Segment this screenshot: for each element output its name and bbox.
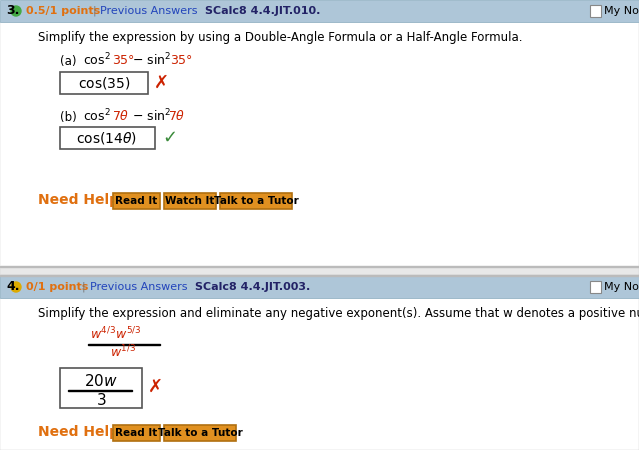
Text: 4.: 4. [6, 280, 20, 293]
Text: $\mathrm{cos}(35)$: $\mathrm{cos}(35)$ [78, 75, 130, 91]
Bar [0, 298, 639, 450]
Text: Previous Answers: Previous Answers [90, 282, 187, 292]
Text: Talk to a Tutor: Talk to a Tutor [213, 196, 298, 206]
Text: Simplify the expression and eliminate any negative exponent(s). Assume that w de: Simplify the expression and eliminate an… [38, 307, 639, 320]
Bar [0, 275, 639, 276]
Text: |: | [82, 282, 86, 292]
Text: $7\theta$: $7\theta$ [112, 109, 129, 123]
Text: $-\ \mathrm{sin}^2$: $-\ \mathrm{sin}^2$ [132, 108, 171, 124]
Text: 0.5/1 points: 0.5/1 points [26, 6, 100, 16]
Bar [164, 425, 236, 441]
Text: $w^{1/3}$: $w^{1/3}$ [110, 344, 136, 360]
Bar [590, 5, 601, 17]
Bar [113, 425, 160, 441]
Text: $-\ \mathrm{sin}^2$: $-\ \mathrm{sin}^2$ [132, 52, 171, 68]
Text: $7\theta$: $7\theta$ [168, 109, 185, 123]
Text: $35°$: $35°$ [112, 54, 135, 67]
Bar [590, 281, 601, 293]
Text: SCalc8 4.4.JIT.003.: SCalc8 4.4.JIT.003. [195, 282, 311, 292]
Bar [164, 193, 216, 209]
Bar [113, 193, 160, 209]
Bar [60, 368, 142, 408]
Bar [88, 344, 160, 345]
Bar [0, 276, 639, 298]
Bar [0, 22, 639, 267]
Bar [68, 390, 132, 391]
Text: Watch It: Watch It [166, 196, 215, 206]
Text: Talk to a Tutor: Talk to a Tutor [158, 428, 242, 438]
Text: $w^{4/3}w^{5/3}$: $w^{4/3}w^{5/3}$ [90, 326, 141, 342]
Text: 0/1 points: 0/1 points [26, 282, 88, 292]
Text: Need Help?: Need Help? [38, 193, 127, 207]
Text: $\mathrm{cos}^2$: $\mathrm{cos}^2$ [83, 108, 111, 124]
Text: SCalc8 4.4.JIT.010.: SCalc8 4.4.JIT.010. [205, 6, 321, 16]
Circle shape [11, 282, 21, 292]
Text: My Notes: My Notes [604, 282, 639, 292]
Text: |: | [93, 6, 96, 16]
Bar [0, 266, 639, 267]
Bar [0, 0, 639, 22]
Bar [60, 72, 148, 94]
Bar [220, 193, 292, 209]
Text: (a): (a) [60, 55, 77, 68]
Bar [60, 127, 155, 149]
Bar [0, 267, 639, 275]
Text: Read It: Read It [116, 428, 158, 438]
Text: My Notes: My Notes [604, 6, 639, 16]
Text: Read It: Read It [116, 196, 158, 206]
Text: $\mathrm{cos}^2$: $\mathrm{cos}^2$ [83, 52, 111, 68]
Text: $20w$: $20w$ [84, 373, 118, 389]
Text: $3$: $3$ [96, 392, 106, 408]
Text: $\mathrm{cos}(14\theta)$: $\mathrm{cos}(14\theta)$ [77, 130, 137, 146]
Text: Previous Answers: Previous Answers [100, 6, 198, 16]
Text: ✓: ✓ [162, 129, 177, 147]
Text: Need Help?: Need Help? [38, 425, 127, 439]
Circle shape [11, 6, 21, 16]
Text: Simplify the expression by using a Double-Angle Formula or a Half-Angle Formula.: Simplify the expression by using a Doubl… [38, 32, 523, 45]
Text: ✗: ✗ [154, 74, 169, 92]
Text: ✗: ✗ [148, 378, 163, 396]
Text: 3.: 3. [6, 4, 19, 18]
Text: (b): (b) [60, 112, 77, 125]
Text: $35°$: $35°$ [170, 54, 193, 67]
